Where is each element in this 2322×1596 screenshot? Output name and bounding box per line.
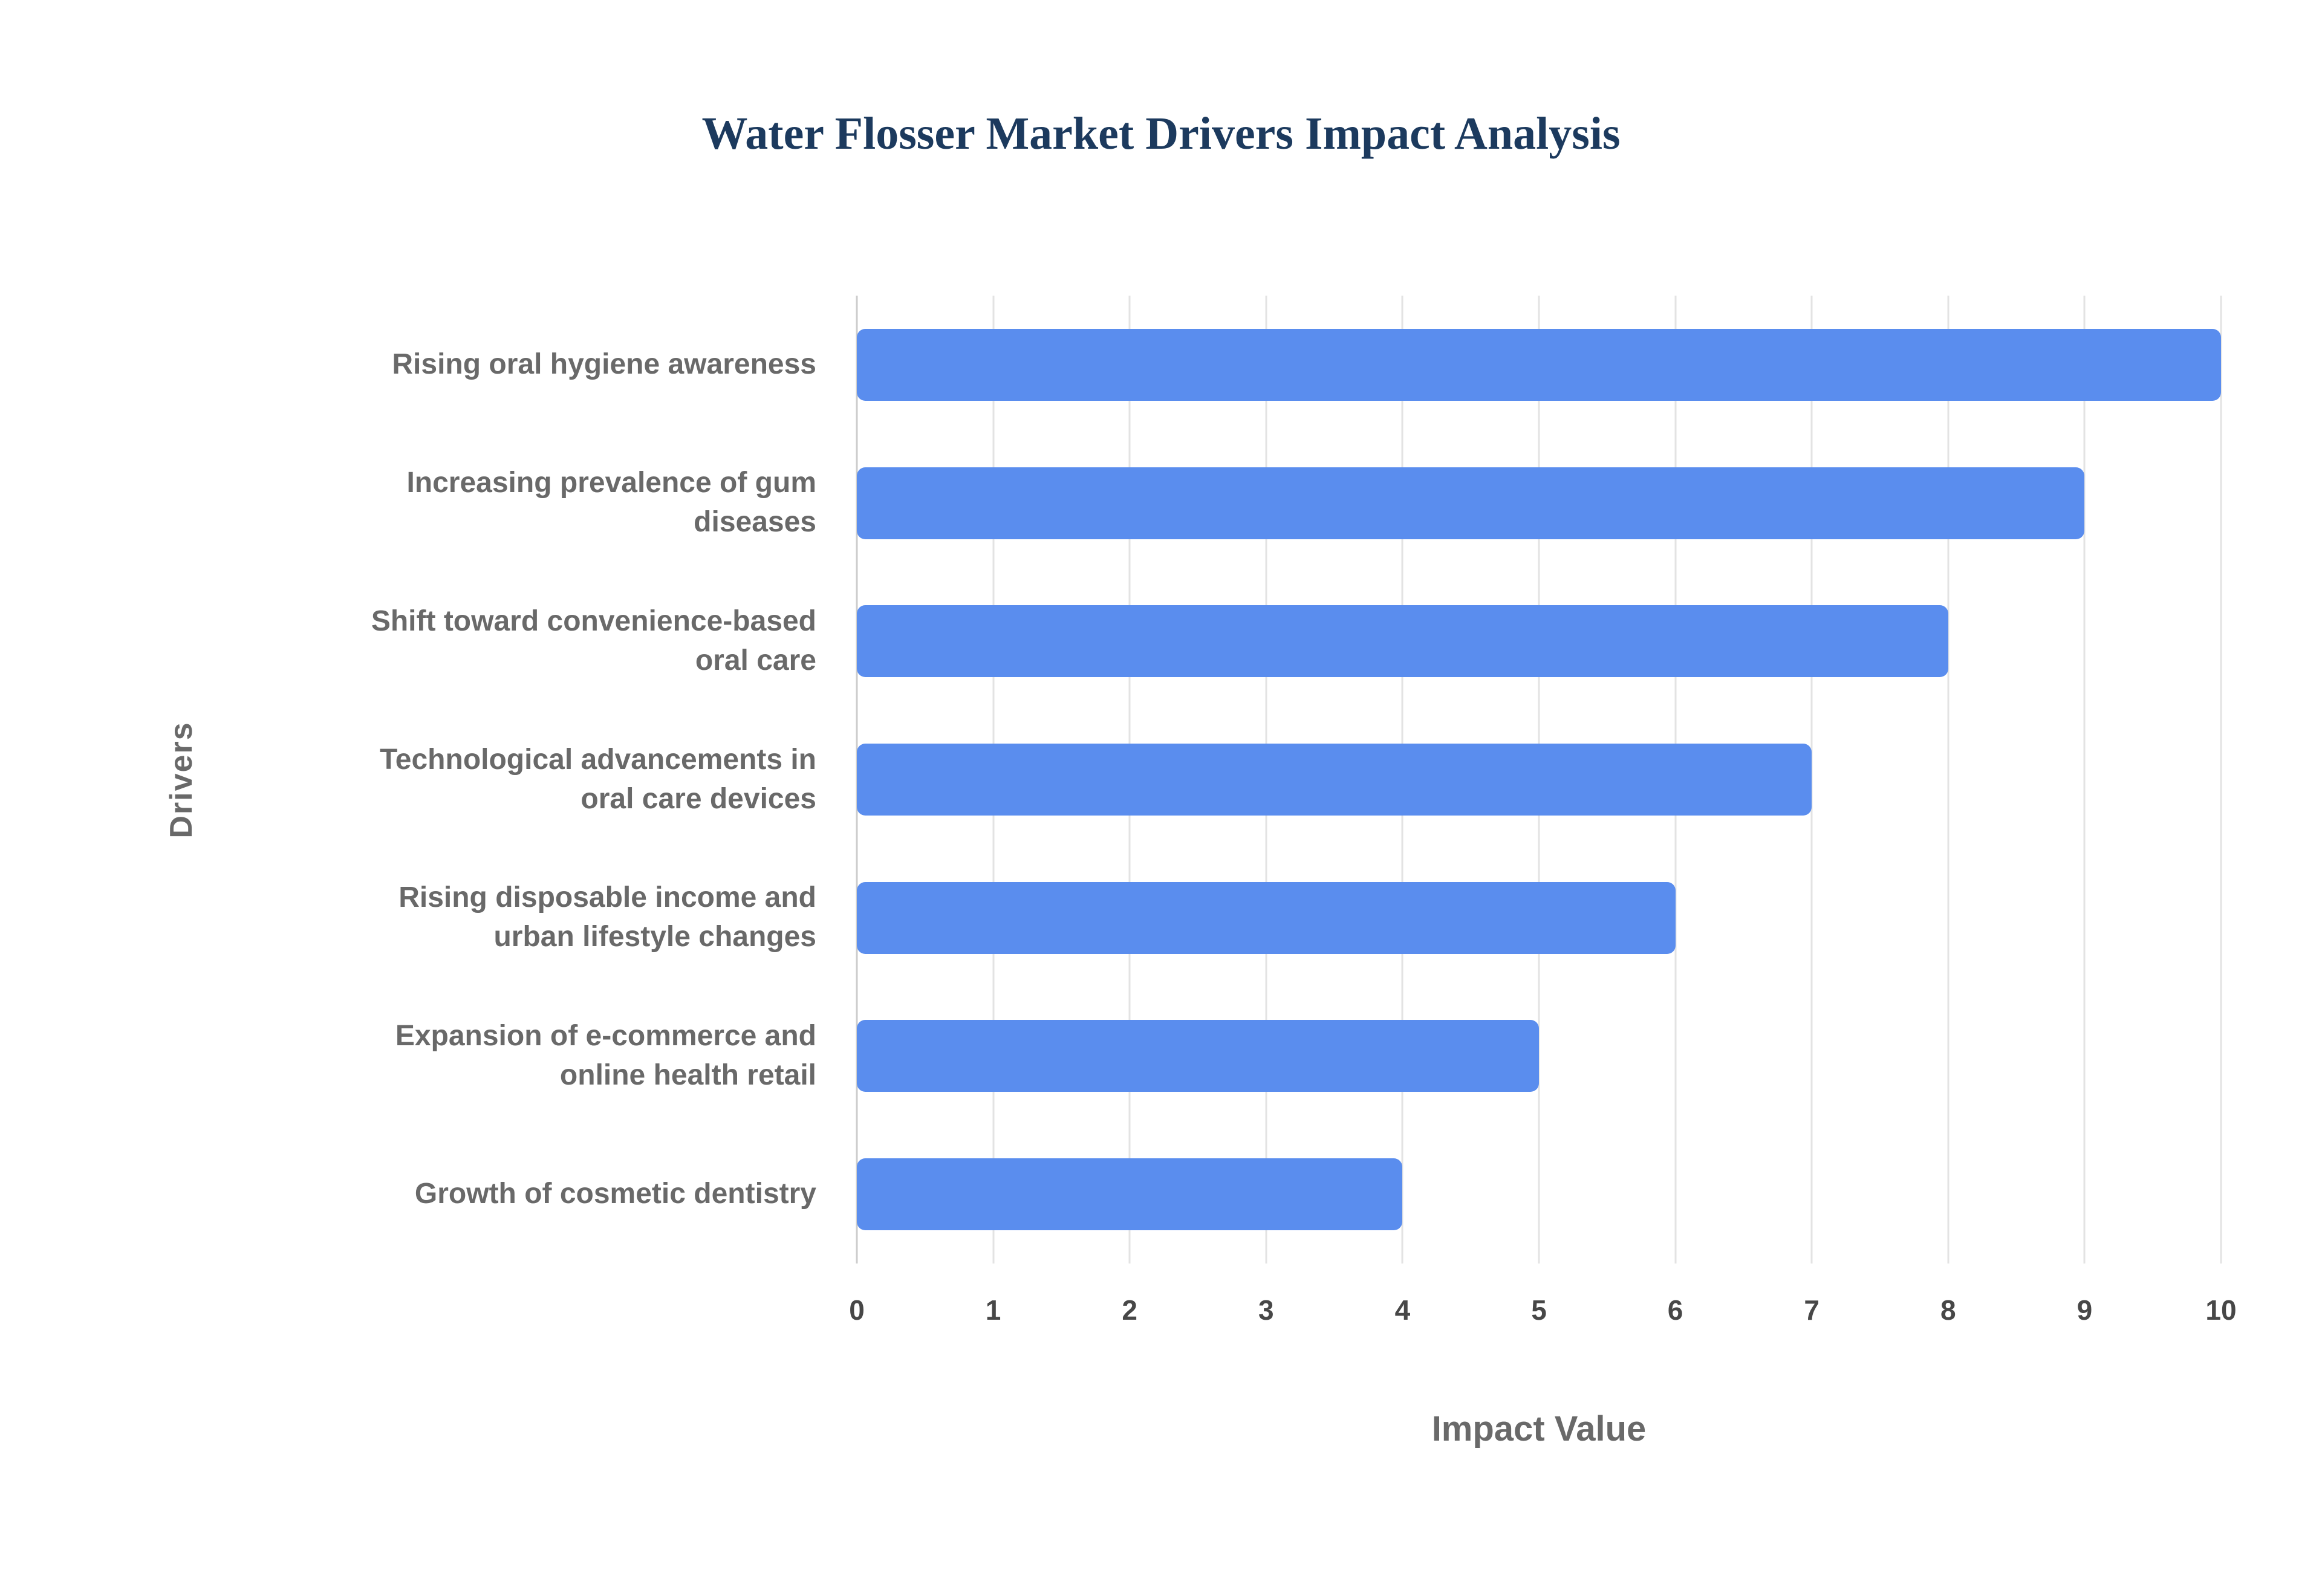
bars-layer (857, 296, 2221, 1264)
x-tick-label: 9 (2076, 1294, 2093, 1326)
category-label: Shift toward convenience-based oral care (371, 605, 816, 676)
bar-row (857, 434, 2221, 573)
category-label: Technological advancements in oral care … (380, 743, 816, 815)
x-tick-label: 8 (1940, 1294, 1956, 1326)
bar (857, 744, 1812, 816)
category-label: Increasing prevalence of gum diseases (406, 467, 816, 539)
bar (857, 467, 2085, 539)
bar (857, 328, 2221, 401)
bar-row (857, 1125, 2221, 1264)
x-axis-title: Impact Value (1431, 1409, 1647, 1448)
bar (857, 605, 1948, 678)
x-tick-label: 6 (1667, 1294, 1683, 1326)
x-tick-label: 3 (1258, 1294, 1274, 1326)
gridline (1810, 296, 1813, 1264)
bar-row (857, 849, 2221, 987)
category-label: Growth of cosmetic dentistry (414, 1178, 816, 1210)
x-tick-label: 10 (2205, 1294, 2237, 1326)
bar (857, 881, 1676, 954)
x-tick-label: 1 (985, 1294, 1001, 1326)
category-label: Rising oral hygiene awareness (392, 348, 816, 380)
category-label: Expansion of e-commerce and online healt… (395, 1020, 816, 1091)
bar-row (857, 710, 2221, 849)
y-axis-title: Drivers (164, 721, 199, 839)
bar-row (857, 572, 2221, 710)
bar-row (857, 987, 2221, 1126)
plot-area (856, 296, 2222, 1264)
x-tick-label: 5 (1531, 1294, 1547, 1326)
y-axis-category-labels: Rising oral hygiene awareness Increasing … (266, 296, 816, 1264)
x-tick-label: 2 (1122, 1294, 1137, 1326)
bar-row (857, 296, 2221, 434)
bar (857, 1158, 1403, 1231)
x-tick-label: 7 (1804, 1294, 1820, 1326)
gridline (2220, 296, 2222, 1264)
x-tick-label: 0 (849, 1294, 865, 1326)
gridline (1947, 296, 1950, 1264)
chart-title: Water Flosser Market Drivers Impact Anal… (701, 108, 1621, 159)
gridline (2083, 296, 2086, 1264)
x-tick-label: 4 (1394, 1294, 1411, 1326)
category-label: Rising disposable income and urban lifes… (398, 881, 816, 953)
bar (857, 1020, 1539, 1092)
x-axis-tick-labels: 0 1 2 3 4 5 6 7 8 9 10 (849, 1282, 2236, 1348)
